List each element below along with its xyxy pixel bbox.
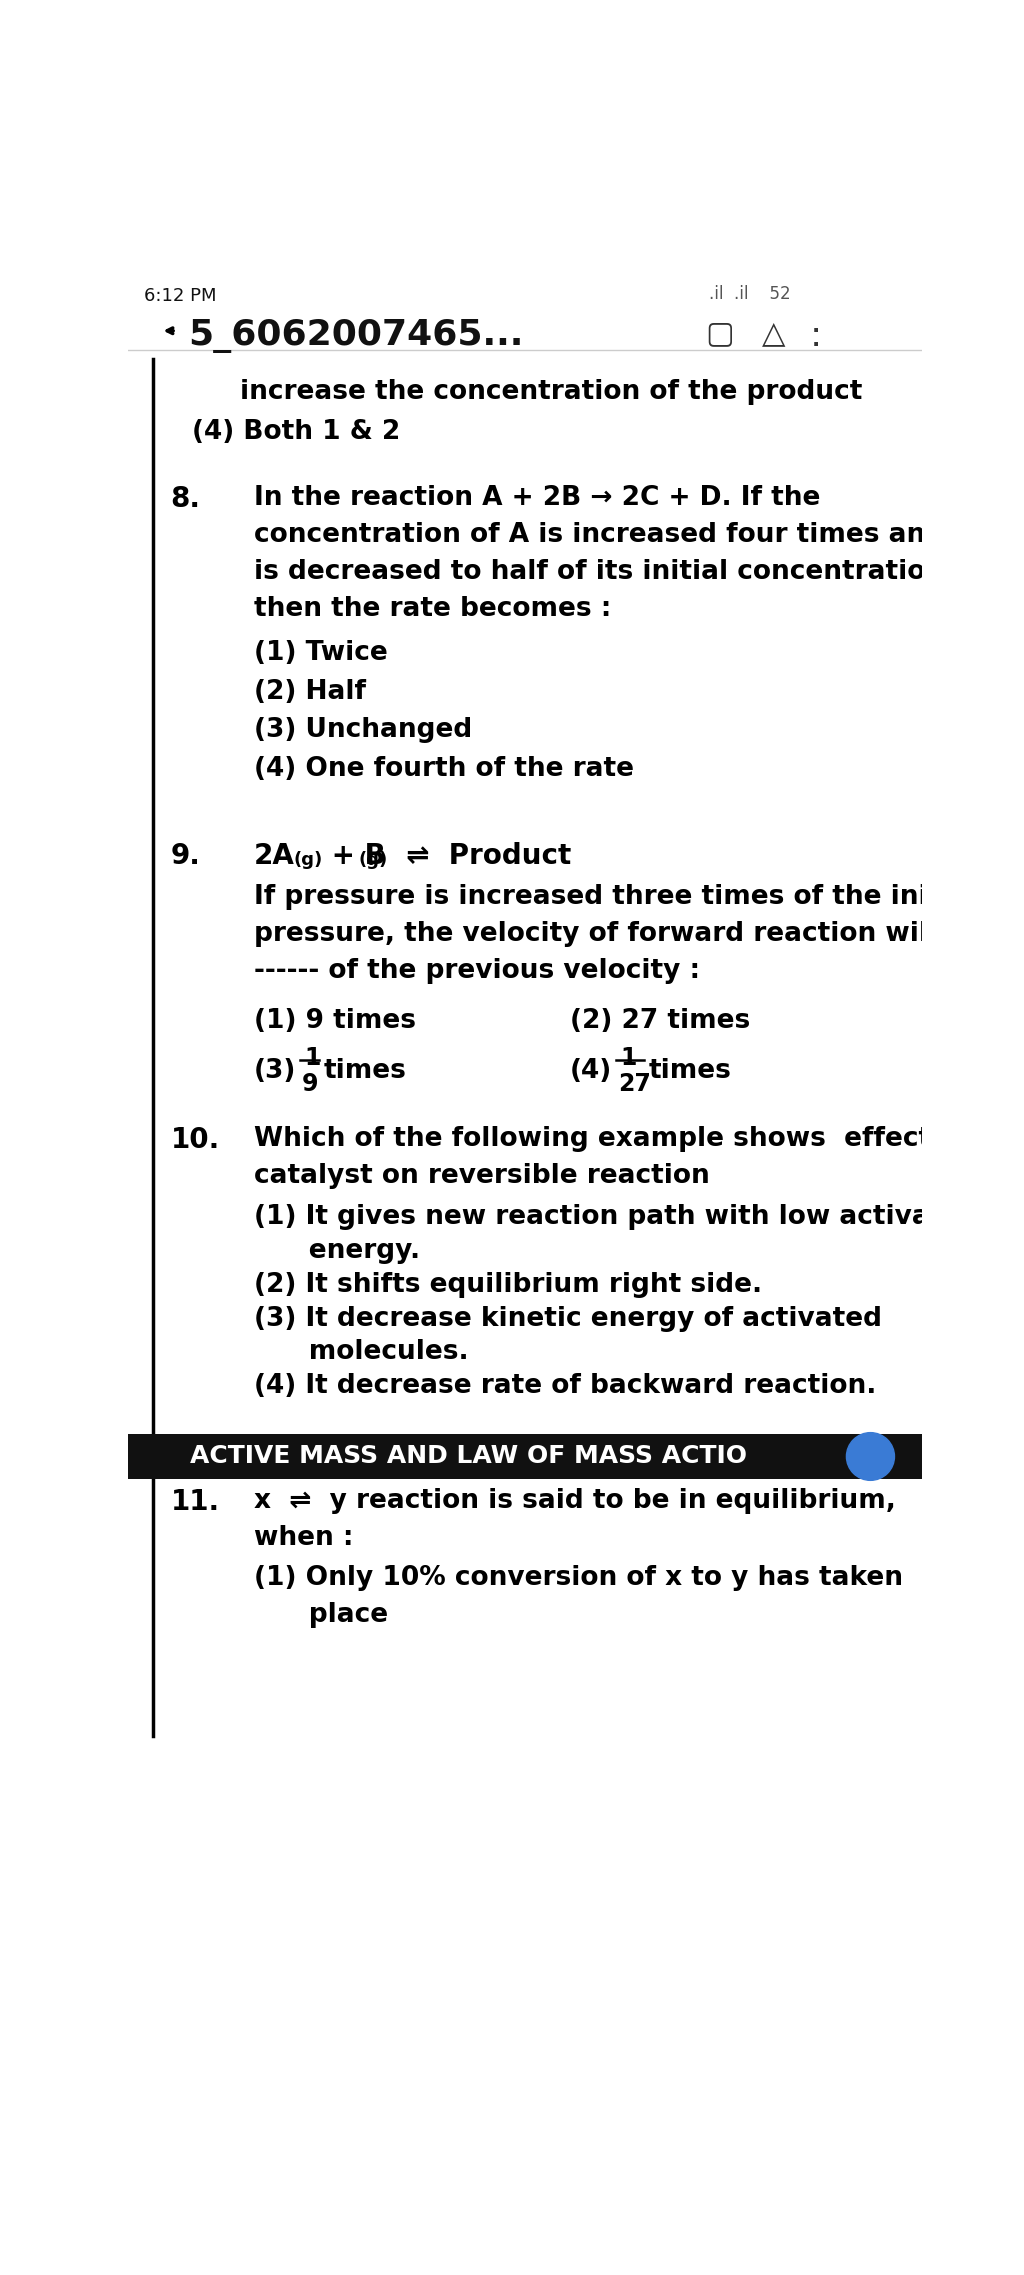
Text: 9: 9 xyxy=(302,1072,318,1097)
Text: (1) 9 times: (1) 9 times xyxy=(254,1008,416,1035)
Text: + B: + B xyxy=(322,842,385,869)
Text: In the reaction A + 2B → 2C + D. If the: In the reaction A + 2B → 2C + D. If the xyxy=(254,485,820,512)
Text: .il  .il    52: .il .il 52 xyxy=(710,284,791,303)
Text: (3): (3) xyxy=(254,1058,296,1085)
Text: 6:12 PM: 6:12 PM xyxy=(143,287,216,305)
Ellipse shape xyxy=(847,1433,895,1481)
Text: (1) Only 10% conversion of x to y has taken: (1) Only 10% conversion of x to y has ta… xyxy=(254,1565,902,1590)
Text: 10.: 10. xyxy=(171,1126,220,1153)
Text: 27: 27 xyxy=(617,1072,650,1097)
Text: (3) Unchanged: (3) Unchanged xyxy=(254,717,472,744)
Text: 8.: 8. xyxy=(171,485,201,512)
Text: If pressure is increased three times of the initial: If pressure is increased three times of … xyxy=(254,883,976,910)
Text: (g): (g) xyxy=(358,851,387,869)
Text: 11.: 11. xyxy=(171,1488,220,1515)
Text: pressure, the velocity of forward reaction will be: pressure, the velocity of forward reacti… xyxy=(254,921,983,946)
Text: 1: 1 xyxy=(304,1046,321,1069)
Text: (1) Twice: (1) Twice xyxy=(254,639,387,667)
Text: catalyst on reversible reaction: catalyst on reversible reaction xyxy=(254,1163,710,1190)
Text: times: times xyxy=(324,1058,407,1085)
Text: (4) One fourth of the rate: (4) One fourth of the rate xyxy=(254,755,634,783)
Text: (3) It decrease kinetic energy of activated: (3) It decrease kinetic energy of activa… xyxy=(254,1306,882,1331)
Text: increase the concentration of the product: increase the concentration of the produc… xyxy=(241,380,863,405)
Text: x  ⇌  y reaction is said to be in equilibrium,: x ⇌ y reaction is said to be in equilibr… xyxy=(254,1488,895,1515)
Text: times: times xyxy=(649,1058,732,1085)
Text: place: place xyxy=(254,1602,388,1629)
Text: molecules.: molecules. xyxy=(254,1340,468,1365)
Text: energy.: energy. xyxy=(254,1238,420,1265)
Text: 2A: 2A xyxy=(254,842,295,869)
Text: (g): (g) xyxy=(294,851,324,869)
Text: 1: 1 xyxy=(621,1046,637,1069)
Text: 5_6062007465...: 5_6062007465... xyxy=(188,319,524,353)
Text: :: : xyxy=(810,319,822,353)
Text: 9.: 9. xyxy=(171,842,201,869)
Text: is decreased to half of its initial concentration: is decreased to half of its initial conc… xyxy=(254,560,944,585)
Text: (2) It shifts equilibrium right side.: (2) It shifts equilibrium right side. xyxy=(254,1272,762,1297)
Text: ▢: ▢ xyxy=(706,319,734,348)
Text: (1) It gives new reaction path with low activation: (1) It gives new reaction path with low … xyxy=(254,1203,988,1231)
Text: (4): (4) xyxy=(569,1058,612,1085)
Text: △: △ xyxy=(762,319,785,348)
Text: (2) Half: (2) Half xyxy=(254,678,366,705)
Text: ACTIVE MASS AND LAW OF MASS ACTIO: ACTIVE MASS AND LAW OF MASS ACTIO xyxy=(190,1445,746,1467)
Text: ------ of the previous velocity :: ------ of the previous velocity : xyxy=(254,958,699,983)
FancyBboxPatch shape xyxy=(128,1433,922,1479)
Text: Which of the following example shows  effect  of: Which of the following example shows eff… xyxy=(254,1126,979,1151)
Text: then the rate becomes :: then the rate becomes : xyxy=(254,596,611,621)
Text: concentration of A is increased four times and B: concentration of A is increased four tim… xyxy=(254,521,973,548)
Text: (4) It decrease rate of backward reaction.: (4) It decrease rate of backward reactio… xyxy=(254,1374,876,1399)
Text: ⇌  Product: ⇌ Product xyxy=(387,842,571,869)
Text: ✏: ✏ xyxy=(859,1445,881,1472)
Text: when :: when : xyxy=(254,1524,353,1552)
Text: (2) 27 times: (2) 27 times xyxy=(569,1008,750,1035)
Text: (4) Both 1 & 2: (4) Both 1 & 2 xyxy=(191,419,399,446)
